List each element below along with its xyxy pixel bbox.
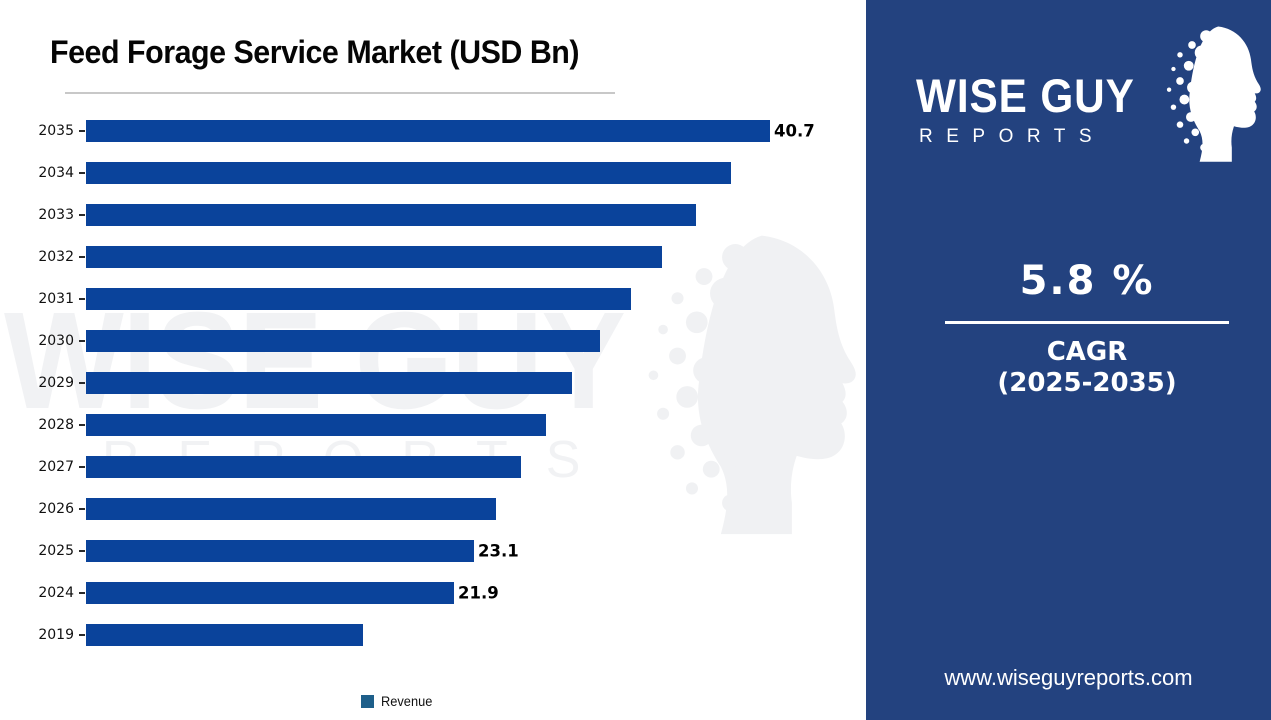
category-label: 2034 xyxy=(38,165,74,181)
category-label: 2031 xyxy=(38,291,74,307)
website-link[interactable]: www.wiseguyreports.com xyxy=(944,665,1193,690)
bar-row: 2029 xyxy=(0,372,866,394)
bar-2033 xyxy=(86,204,696,226)
category-label: 2025 xyxy=(38,543,74,559)
category-label: 2035 xyxy=(38,123,74,139)
data-label: 21.9 xyxy=(458,583,499,603)
bar-2031 xyxy=(86,288,631,310)
bar-2035 xyxy=(86,120,770,142)
legend-label: Revenue xyxy=(381,694,433,709)
axis-tick xyxy=(79,130,85,132)
logo-wordmark: WISE GUY xyxy=(916,69,1135,122)
data-label: 40.7 xyxy=(774,121,815,141)
bar-2029 xyxy=(86,372,572,394)
bar-row: 2035 40.7 xyxy=(0,120,866,142)
axis-tick xyxy=(79,214,85,216)
logo: WISE GUY REPORTS xyxy=(916,72,1159,146)
bar-row: 2024 21.9 xyxy=(0,582,866,604)
watermark-wordmark: WISE GUY xyxy=(4,284,626,438)
bar-2019 xyxy=(86,624,363,646)
legend-swatch xyxy=(361,695,374,708)
axis-tick xyxy=(79,424,85,426)
category-label: 2032 xyxy=(38,249,74,265)
axis-tick xyxy=(79,466,85,468)
axis-tick xyxy=(79,382,85,384)
bar-row: 2025 23.1 xyxy=(0,540,866,562)
category-label: 2029 xyxy=(38,375,74,391)
legend: Revenue xyxy=(361,694,435,709)
logo-head-icon xyxy=(1144,22,1264,164)
category-label: 2026 xyxy=(38,501,74,517)
title-divider xyxy=(65,92,615,94)
bar-row: 2031 xyxy=(0,288,866,310)
cagr-block: 5.8 % CAGR (2025-2035) xyxy=(945,258,1229,399)
bar-2028 xyxy=(86,414,546,436)
bar-row: 2033 xyxy=(0,204,866,226)
axis-tick xyxy=(79,340,85,342)
brand-panel: WISE GUY REPORTS 5.8 % CAGR (2025-2035) … xyxy=(866,0,1271,720)
bar-row: 2027 xyxy=(0,456,866,478)
axis-tick xyxy=(79,634,85,636)
bar-row: 2028 xyxy=(0,414,866,436)
bar-row: 2030 xyxy=(0,330,866,352)
bar-2024 xyxy=(86,582,454,604)
category-label: 2028 xyxy=(38,417,74,433)
cagr-divider xyxy=(945,321,1229,324)
chart-title: Feed Forage Service Market (USD Bn) xyxy=(50,34,580,70)
axis-tick xyxy=(79,298,85,300)
axis-tick xyxy=(79,172,85,174)
category-label: 2027 xyxy=(38,459,74,475)
cagr-label-line2: (2025-2035) xyxy=(997,368,1177,398)
axis-tick xyxy=(79,256,85,258)
category-label: 2030 xyxy=(38,333,74,349)
bar-row: 2026 xyxy=(0,498,866,520)
bar-plot: 2035 40.7 2034 2033 2032 2031 2030 2029 2028 2027… xyxy=(0,120,866,646)
axis-tick xyxy=(79,508,85,510)
bar-row: 2019 xyxy=(0,624,866,646)
bar-2034 xyxy=(86,162,731,184)
bar-2030 xyxy=(86,330,600,352)
bar-2025 xyxy=(86,540,474,562)
bar-row: 2034 xyxy=(0,162,866,184)
bar-row: 2032 xyxy=(0,246,866,268)
data-label: 23.1 xyxy=(478,541,519,561)
axis-tick xyxy=(79,592,85,594)
bar-2026 xyxy=(86,498,496,520)
cagr-label-line1: CAGR xyxy=(1046,337,1128,367)
logo-subtext: REPORTS xyxy=(919,126,1106,147)
cagr-value: 5.8 % xyxy=(1019,258,1155,304)
bar-2027 xyxy=(86,456,521,478)
category-label: 2019 xyxy=(38,627,74,643)
category-label: 2033 xyxy=(38,207,74,223)
category-label: 2024 xyxy=(38,585,74,601)
bar-2032 xyxy=(86,246,662,268)
axis-tick xyxy=(79,550,85,552)
